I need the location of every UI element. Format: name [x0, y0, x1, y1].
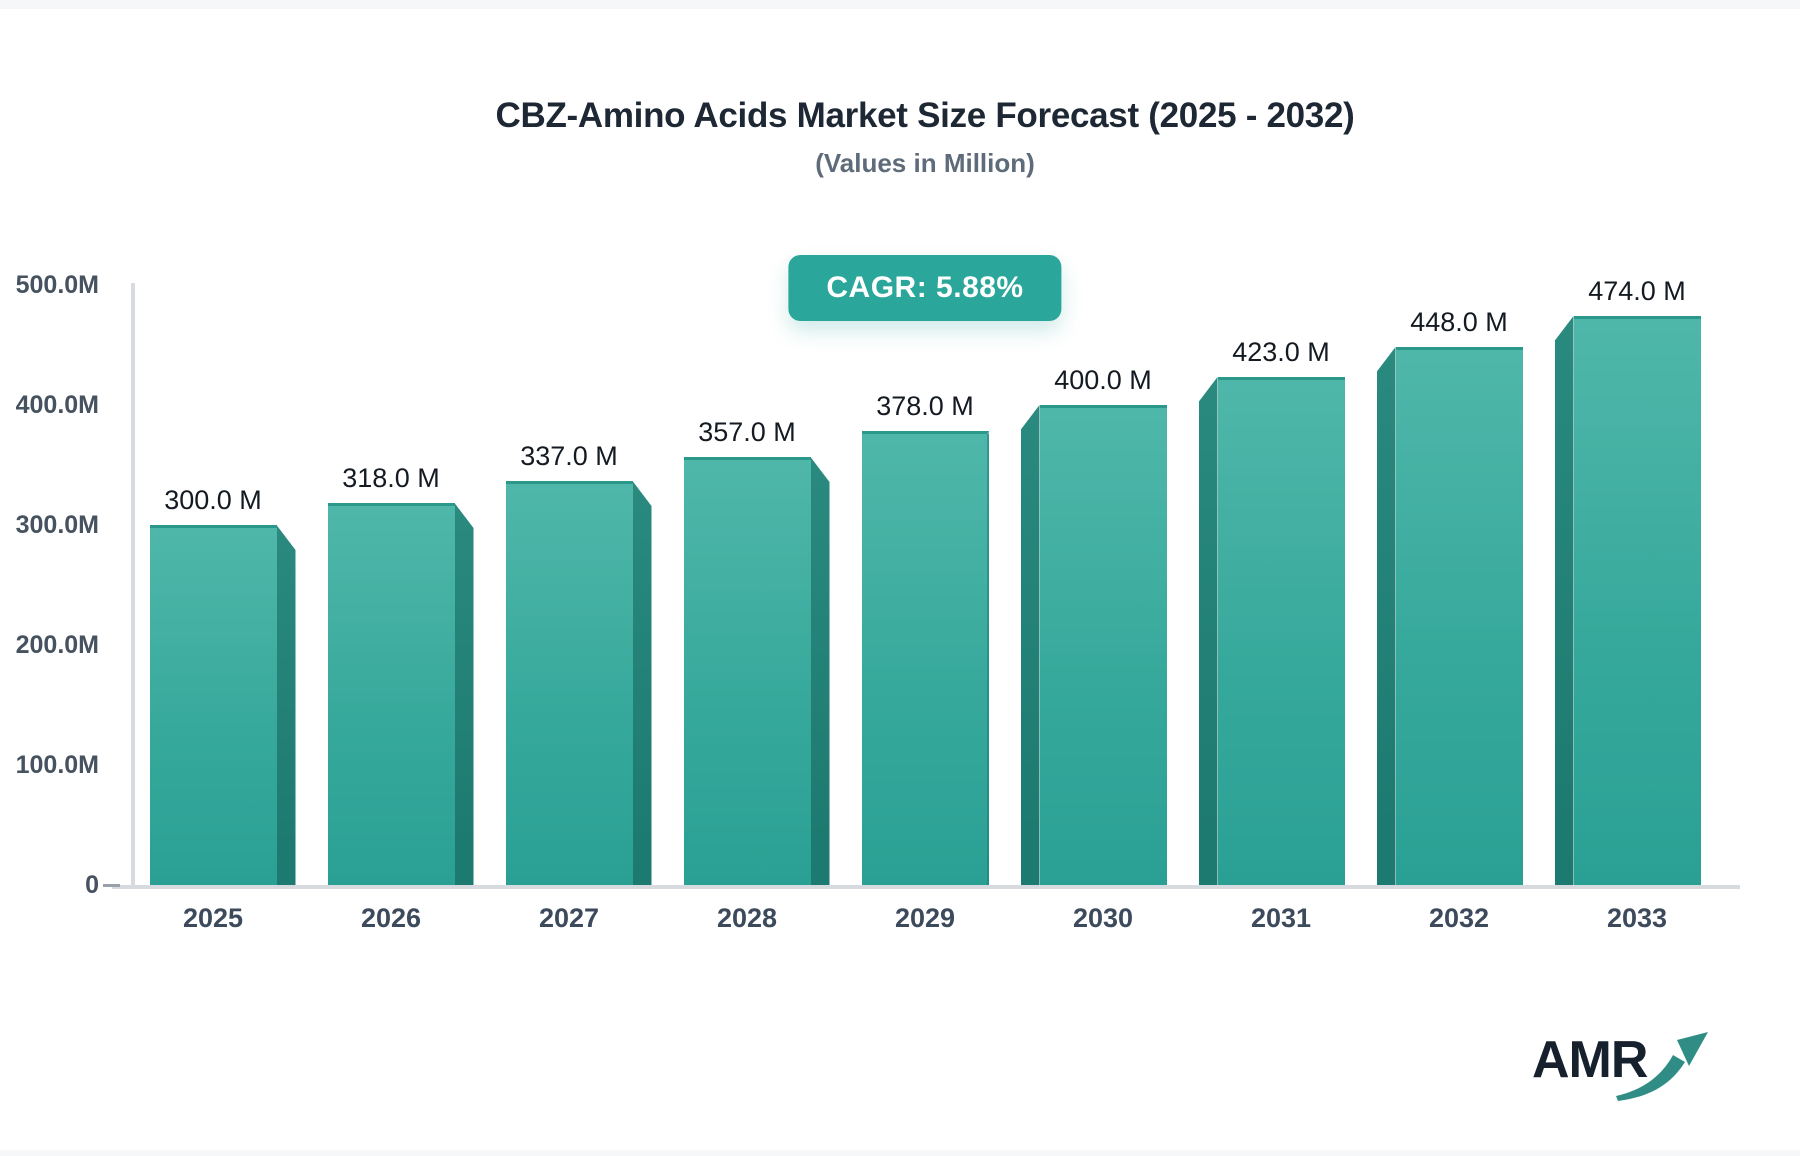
bar-value-label-2027: 337.0 M: [520, 441, 618, 471]
bar-side-2027: [632, 481, 652, 885]
y-axis-label-200: 200.0M: [15, 631, 99, 659]
growth-arrow-icon: [1616, 1032, 1708, 1101]
page-top-band: [0, 0, 1800, 9]
y-axis-line: [131, 283, 135, 889]
bar-side-2030: [1020, 405, 1040, 885]
x-axis-label-2033: 2033: [1606, 903, 1668, 933]
bar-side-2028: [810, 457, 830, 885]
bar-value-label-2030: 400.0 M: [1054, 365, 1152, 395]
bar-value-label-2032: 448.0 M: [1410, 307, 1508, 337]
x-axis-line: [112, 885, 1740, 889]
bar-2025: [149, 525, 277, 885]
bar-side-2026: [454, 503, 474, 885]
x-axis-label-2027: 2027: [538, 903, 600, 933]
bar-2031: [1217, 377, 1345, 885]
zero-tick-mark: [103, 884, 120, 887]
bar-2030: [1039, 405, 1167, 885]
x-axis-label-2030: 2030: [1072, 903, 1134, 933]
bar-side-2025: [276, 525, 296, 885]
bar-value-label-2031: 423.0 M: [1232, 337, 1330, 367]
bar-value-label-2026: 318.0 M: [342, 463, 440, 493]
bar-side-2033: [1554, 316, 1574, 885]
x-axis-label-2028: 2028: [716, 903, 778, 933]
bar-2032: [1395, 347, 1523, 885]
x-axis-label-2025: 2025: [182, 903, 244, 933]
y-axis-label-0: 0: [85, 871, 99, 899]
brand-logo-text: AMR: [1532, 1031, 1648, 1089]
x-axis-label-2026: 2026: [360, 903, 422, 933]
x-axis-label-2032: 2032: [1428, 903, 1490, 933]
y-axis-label-400: 400.0M: [15, 391, 99, 419]
bar-side-2032: [1376, 347, 1396, 885]
cagr-badge: CAGR: 5.88%: [788, 255, 1062, 321]
bar-2026: [327, 503, 455, 885]
y-axis-label-300: 300.0M: [15, 511, 99, 539]
y-axis-label-500: 500.0M: [15, 271, 99, 299]
bar-value-label-2025: 300.0 M: [164, 485, 262, 515]
chart-subtitle: (Values in Million): [815, 148, 1035, 178]
bar-2028: [683, 457, 811, 885]
bar-2029: [861, 431, 989, 885]
brand-logo: AMR: [1532, 1030, 1722, 1114]
bar-2027: [505, 481, 633, 885]
bar-2033: [1573, 316, 1701, 885]
bar-value-label-2033: 474.0 M: [1588, 276, 1686, 306]
page-bottom-band: [0, 1150, 1800, 1156]
x-axis-label-2029: 2029: [894, 903, 956, 933]
y-axis-label-100: 100.0M: [15, 751, 99, 779]
bar-value-label-2028: 357.0 M: [698, 417, 796, 447]
x-axis-label-2031: 2031: [1250, 903, 1312, 933]
chart-title: CBZ-Amino Acids Market Size Forecast (20…: [495, 96, 1355, 135]
bar-side-2031: [1198, 377, 1218, 885]
bar-value-label-2029: 378.0 M: [876, 391, 974, 421]
